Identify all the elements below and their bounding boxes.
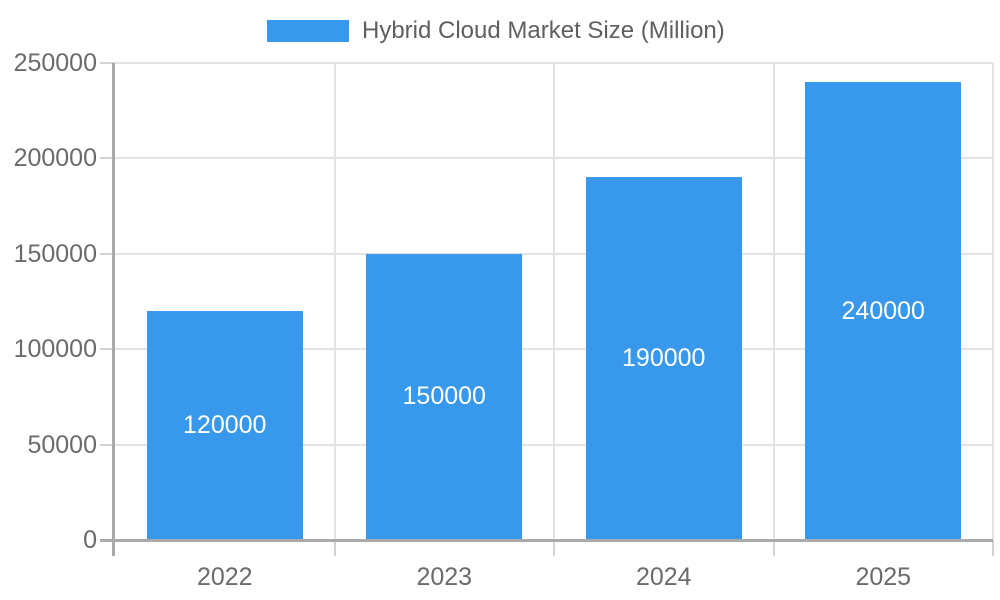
x-gridline <box>992 63 994 540</box>
legend-label: Hybrid Cloud Market Size (Million) <box>362 17 725 44</box>
x-tick-label: 2025 <box>855 563 912 591</box>
bar-value-label: 120000 <box>183 411 267 439</box>
bar[interactable]: 120000 <box>146 311 303 539</box>
x-tick <box>772 540 775 556</box>
x-gridline <box>553 63 555 540</box>
x-tick <box>992 540 994 556</box>
y-tick <box>100 62 115 64</box>
y-tick-label: 0 <box>83 526 97 554</box>
x-tick-label: 2023 <box>416 563 473 591</box>
chart-legend[interactable]: Hybrid Cloud Market Size (Million) <box>267 17 725 45</box>
y-tick <box>100 157 115 160</box>
y-tick-label: 150000 <box>13 239 97 268</box>
y-tick-label: 50000 <box>27 430 97 459</box>
legend-swatch-icon <box>267 20 349 42</box>
y-tick-label: 100000 <box>13 335 97 364</box>
y-tick-label: 200000 <box>13 144 97 173</box>
x-axis-line <box>100 539 993 542</box>
bar-value-label: 240000 <box>841 296 925 325</box>
x-tick <box>553 540 555 556</box>
y-tick <box>100 443 115 446</box>
y-axis-line <box>112 63 115 556</box>
y-tick <box>100 252 115 255</box>
bar[interactable]: 240000 <box>805 82 962 539</box>
x-gridline <box>772 63 775 540</box>
y-tick-label: 250000 <box>13 49 97 77</box>
bar[interactable]: 190000 <box>585 177 742 539</box>
x-tick-label: 2024 <box>635 563 692 591</box>
bar[interactable]: 150000 <box>366 253 523 539</box>
y-tick <box>100 348 115 351</box>
x-tick-label: 2022 <box>196 563 253 591</box>
x-tick <box>333 540 336 556</box>
bar-value-label: 150000 <box>402 382 486 411</box>
bar-value-label: 190000 <box>622 344 706 373</box>
x-gridline <box>333 63 336 540</box>
